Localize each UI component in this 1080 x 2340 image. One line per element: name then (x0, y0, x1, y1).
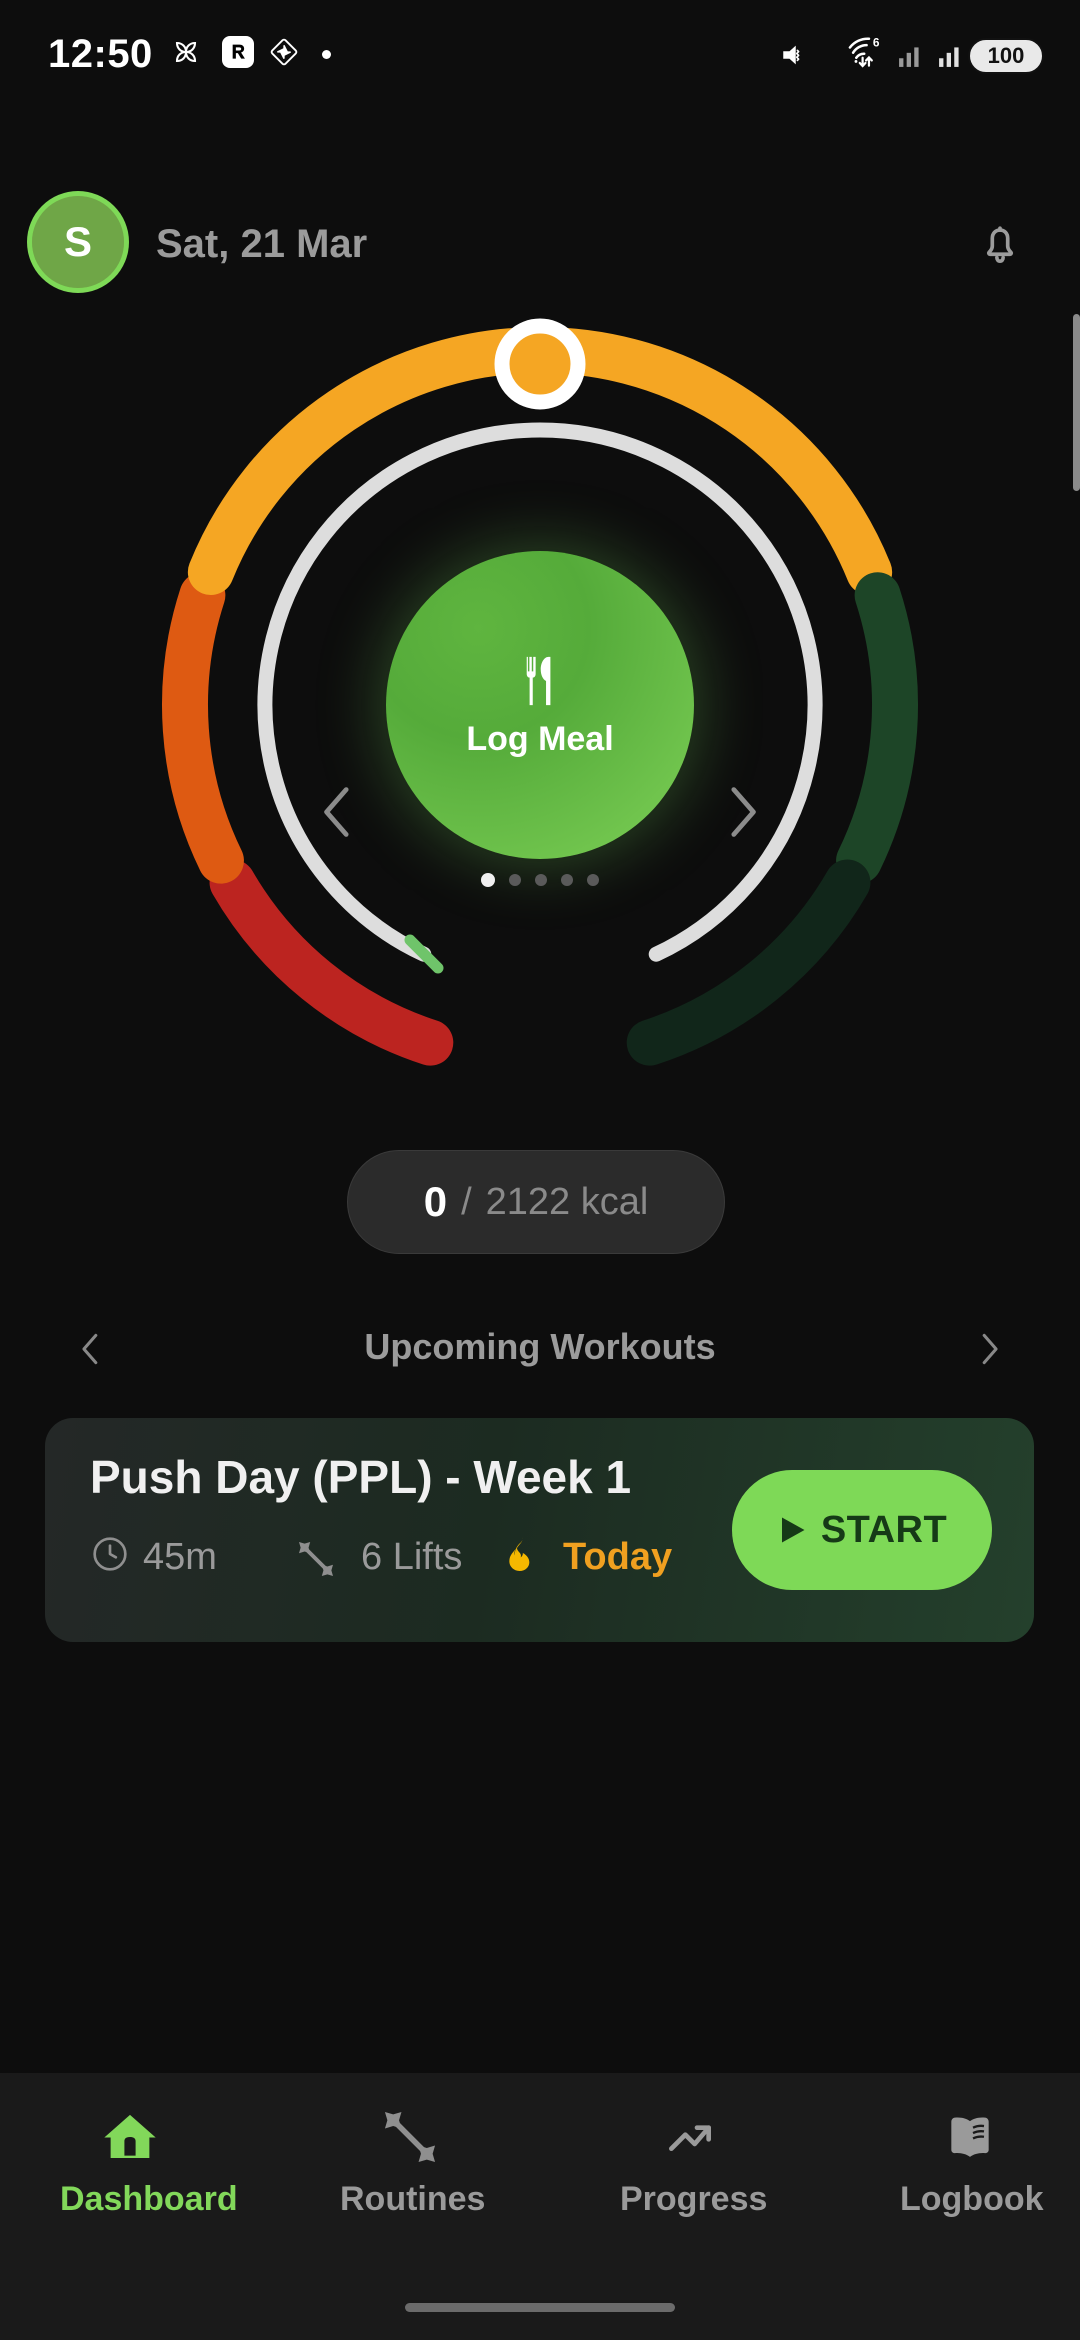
svg-text:6: 6 (873, 36, 880, 50)
